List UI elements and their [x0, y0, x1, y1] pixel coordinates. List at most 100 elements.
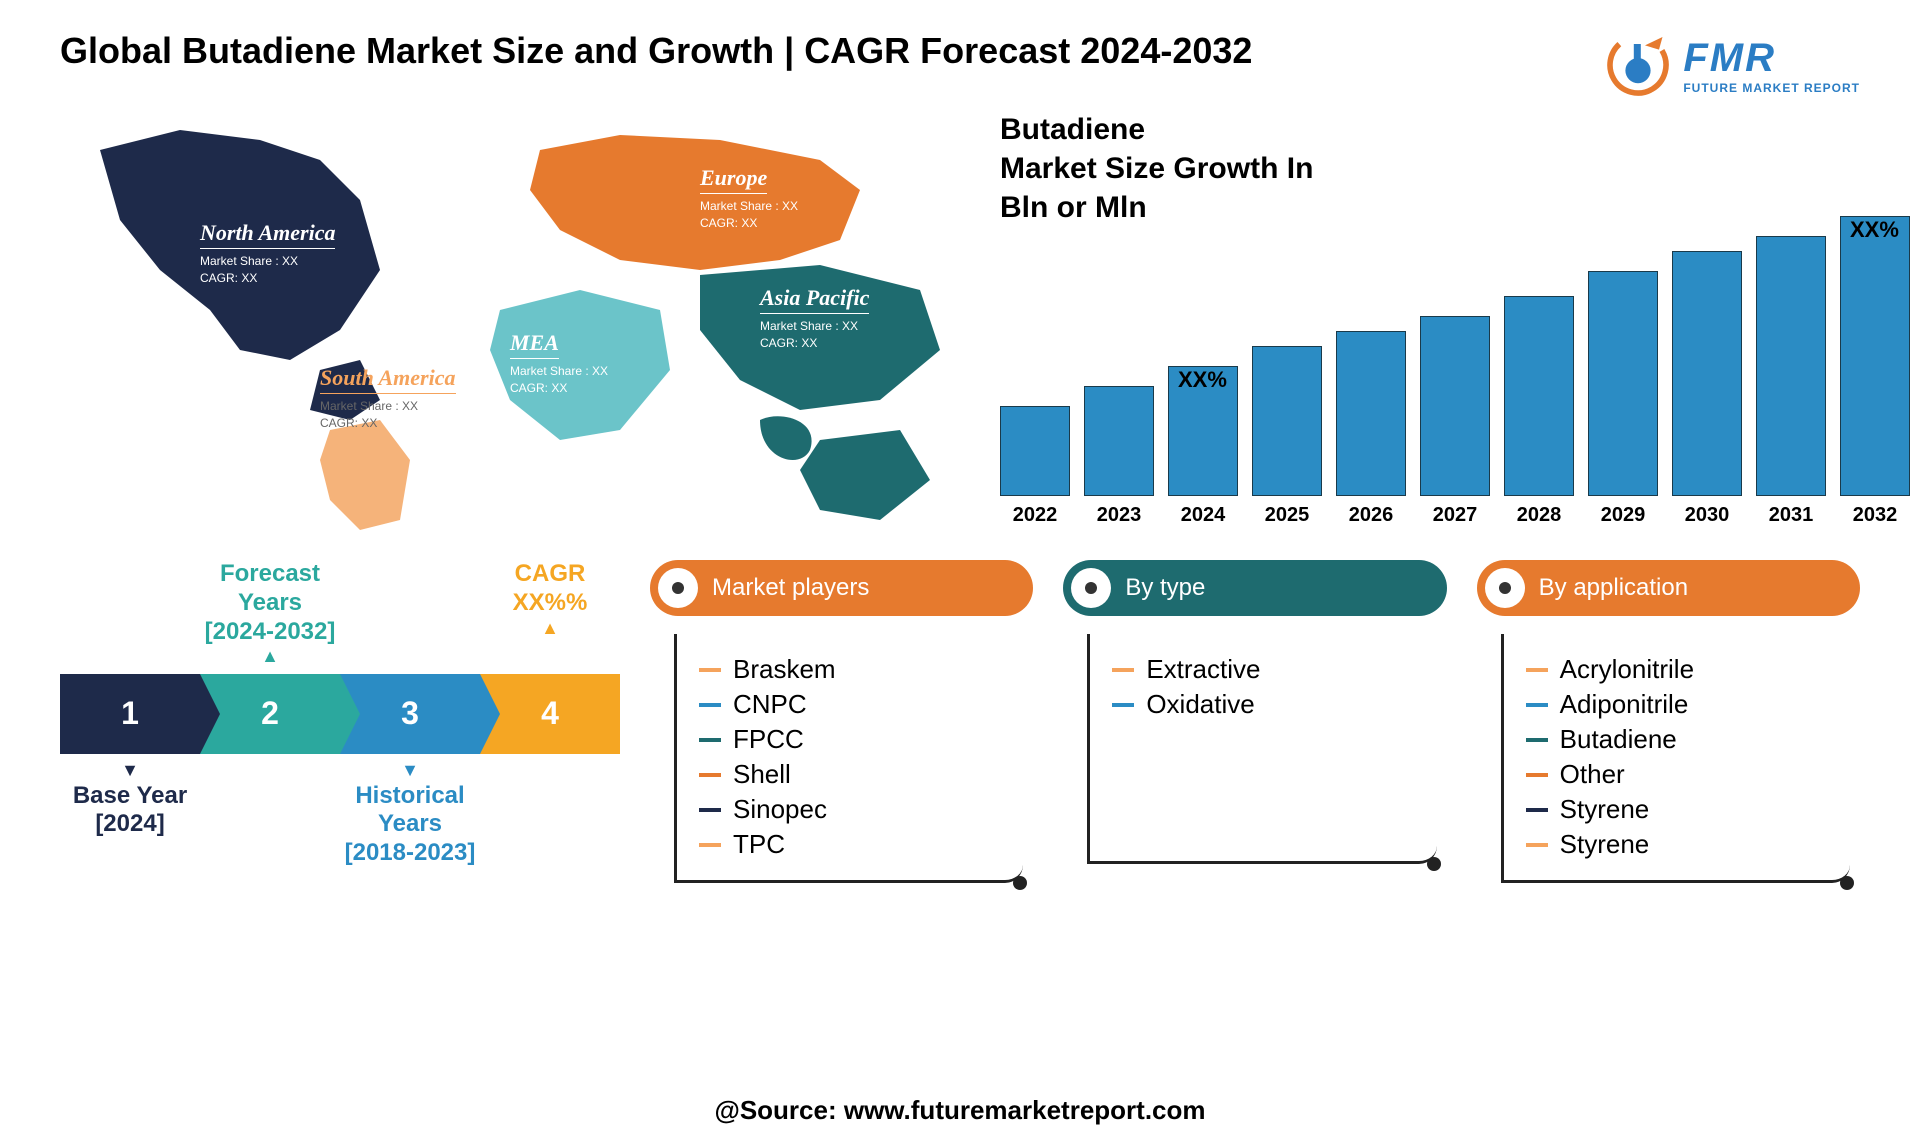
- pill-block: By application Acrylonitrile Adiponitrile…: [1477, 560, 1860, 883]
- item-label: Acrylonitrile: [1560, 654, 1694, 685]
- pill-title: Market players: [712, 574, 869, 602]
- list-item: Butadiene: [1526, 724, 1840, 755]
- pill-title: By application: [1539, 574, 1688, 602]
- logo-text-sub: FUTURE MARKET REPORT: [1683, 81, 1860, 95]
- list-item: CNPC: [699, 689, 1013, 720]
- item-label: Extractive: [1146, 654, 1260, 685]
- bar: [1756, 236, 1826, 496]
- region-europe: Europe Market Share : XXCAGR: XX: [700, 165, 798, 232]
- bar-column: 2023: [1084, 386, 1154, 527]
- bar-chart: ButadieneMarket Size Growth InBln or Mln…: [1000, 110, 1910, 530]
- tick-icon: [1526, 843, 1548, 847]
- pct-annotation: XX%: [1178, 367, 1227, 393]
- pill-dot-icon: [658, 568, 698, 608]
- bar-column: 2030: [1672, 251, 1742, 527]
- fmr-logo-icon: [1603, 30, 1673, 100]
- list-item: FPCC: [699, 724, 1013, 755]
- list-item: Extractive: [1112, 654, 1426, 685]
- bar-year-label: 2022: [1013, 504, 1058, 527]
- list-item: Sinopec: [699, 794, 1013, 825]
- world-map: North America Market Share : XXCAGR: XX …: [60, 110, 960, 530]
- item-label: Shell: [733, 759, 791, 790]
- bar: [1672, 251, 1742, 496]
- tick-icon: [699, 773, 721, 777]
- tick-icon: [699, 668, 721, 672]
- pill-dot-icon: [1485, 568, 1525, 608]
- bar: [1504, 296, 1574, 496]
- tick-icon: [1526, 808, 1548, 812]
- historical-label: ▼ Historical Years[2018-2023]: [340, 760, 480, 868]
- region-north-america: North America Market Share : XXCAGR: XX: [200, 220, 335, 287]
- bar-column: 2029: [1588, 271, 1658, 527]
- timeline-seg-4: 4: [480, 674, 620, 754]
- item-label: CNPC: [733, 689, 807, 720]
- timeline: Forecast Years[2024-2032] ▲ CAGRXX%% ▲ 1…: [60, 560, 620, 883]
- pill-dot-icon: [1071, 568, 1111, 608]
- tick-icon: [1526, 738, 1548, 742]
- bar-column: 2027: [1420, 316, 1490, 527]
- source-attribution: @Source: www.futuremarketreport.com: [0, 1095, 1920, 1126]
- pill-list: Braskem CNPC FPCC Shell Sinopec TPC: [674, 634, 1023, 883]
- region-south-america: South America Market Share : XXCAGR: XX: [320, 365, 456, 432]
- item-label: Braskem: [733, 654, 836, 685]
- list-item: Shell: [699, 759, 1013, 790]
- item-label: Sinopec: [733, 794, 827, 825]
- header: Global Butadiene Market Size and Growth …: [0, 0, 1920, 110]
- bar: [1420, 316, 1490, 496]
- bars-container: 2022 2023 2024 2025 2026 2027 2028 2029 2030 2031…: [1000, 247, 1910, 527]
- pill-title: By type: [1125, 574, 1205, 602]
- item-label: Butadiene: [1560, 724, 1677, 755]
- page-title: Global Butadiene Market Size and Growth …: [60, 30, 1252, 72]
- item-label: Styrene: [1560, 794, 1650, 825]
- pills-container: Market players Braskem CNPC FPCC Shell Sinop…: [650, 560, 1860, 883]
- bar-year-label: 2026: [1349, 504, 1394, 527]
- bar: [1252, 346, 1322, 496]
- tick-icon: [699, 843, 721, 847]
- bar-year-label: 2028: [1517, 504, 1562, 527]
- bar-column: 2022: [1000, 406, 1070, 527]
- item-label: Adiponitrile: [1560, 689, 1689, 720]
- bar-year-label: 2025: [1265, 504, 1310, 527]
- tick-icon: [699, 703, 721, 707]
- bar: [1000, 406, 1070, 496]
- item-label: Styrene: [1560, 829, 1650, 860]
- pill-block: By type Extractive Oxidative: [1063, 560, 1446, 883]
- bar-column: 2032: [1840, 216, 1910, 527]
- tick-icon: [1526, 668, 1548, 672]
- bar-year-label: 2029: [1601, 504, 1646, 527]
- tick-icon: [1526, 773, 1548, 777]
- bar-year-label: 2030: [1685, 504, 1730, 527]
- list-item: Acrylonitrile: [1526, 654, 1840, 685]
- item-label: TPC: [733, 829, 785, 860]
- tick-icon: [699, 738, 721, 742]
- bar-column: 2025: [1252, 346, 1322, 527]
- forecast-label: Forecast Years[2024-2032] ▲: [200, 560, 340, 668]
- list-item: Styrene: [1526, 829, 1840, 860]
- region-asia-pacific: Asia Pacific Market Share : XXCAGR: XX: [760, 285, 869, 352]
- pill-header: By application: [1477, 560, 1860, 616]
- base-year-label: ▼ Base Year[2024]: [60, 760, 200, 868]
- bar-year-label: 2031: [1769, 504, 1814, 527]
- item-label: FPCC: [733, 724, 804, 755]
- bar-column: 2026: [1336, 331, 1406, 527]
- pill-block: Market players Braskem CNPC FPCC Shell Sinop…: [650, 560, 1033, 883]
- timeline-seg-3: 3: [340, 674, 480, 754]
- region-mea: MEA Market Share : XXCAGR: XX: [510, 330, 608, 397]
- bar-year-label: 2027: [1433, 504, 1478, 527]
- bar: [1840, 216, 1910, 496]
- bar-year-label: 2024: [1181, 504, 1226, 527]
- bar: [1588, 271, 1658, 496]
- logo-text-main: FMR: [1683, 36, 1860, 81]
- pill-header: Market players: [650, 560, 1033, 616]
- item-label: Other: [1560, 759, 1625, 790]
- bar-column: 2028: [1504, 296, 1574, 527]
- pill-header: By type: [1063, 560, 1446, 616]
- timeline-seg-2: 2: [200, 674, 340, 754]
- list-item: TPC: [699, 829, 1013, 860]
- list-item: Oxidative: [1112, 689, 1426, 720]
- tick-icon: [1526, 703, 1548, 707]
- logo: FMR FUTURE MARKET REPORT: [1603, 30, 1860, 100]
- bar: [1336, 331, 1406, 496]
- bar-year-label: 2032: [1853, 504, 1898, 527]
- item-label: Oxidative: [1146, 689, 1254, 720]
